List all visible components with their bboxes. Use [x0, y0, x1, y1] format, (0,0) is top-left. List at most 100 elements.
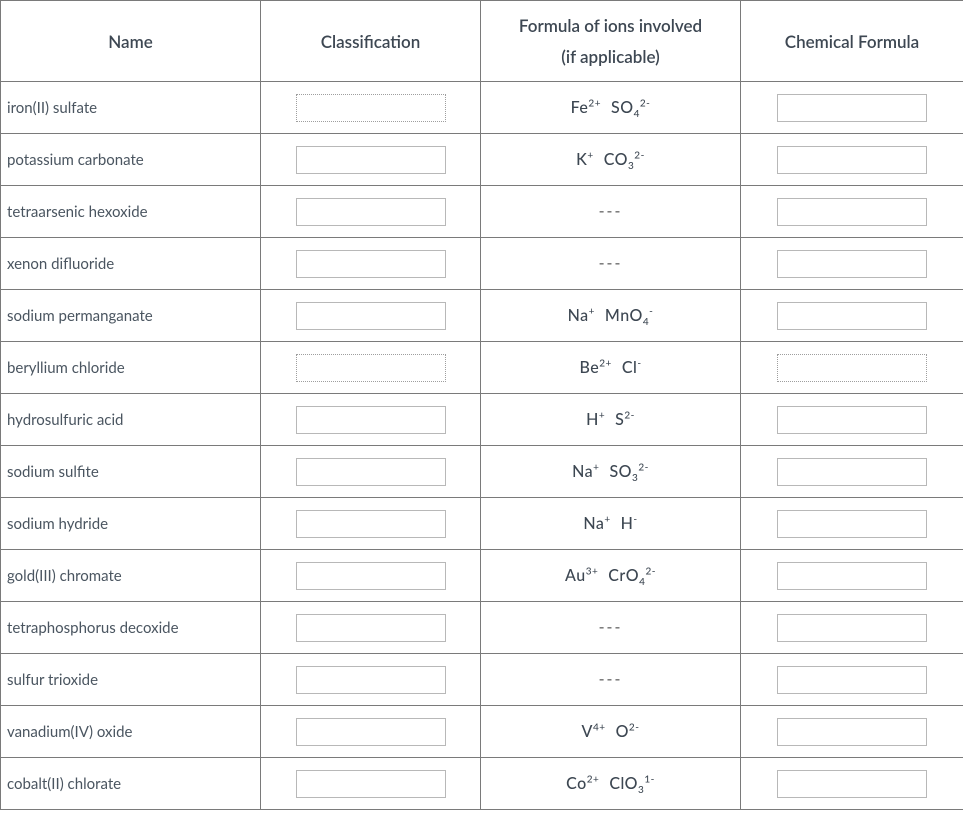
- formula-cell: [741, 134, 963, 186]
- ions-cell: Co2+ClO31-: [481, 758, 741, 810]
- formula-cell: [741, 498, 963, 550]
- header-classification: Classification: [261, 1, 481, 82]
- compound-name: sodium sulfite: [1, 446, 261, 498]
- classification-cell: [261, 758, 481, 810]
- table-row: cobalt(II) chlorate Co2+ClO31-: [1, 758, 963, 810]
- ion-formula: Na+H-: [583, 514, 637, 533]
- classification-cell: [261, 290, 481, 342]
- formula-input[interactable]: [777, 302, 927, 330]
- classification-input[interactable]: [296, 614, 446, 642]
- table-row: tetraarsenic hexoxide ---: [1, 186, 963, 238]
- table-row: sulfur trioxide ---: [1, 654, 963, 706]
- formula-cell: [741, 654, 963, 706]
- table-row: sodium hydride Na+H-: [1, 498, 963, 550]
- table-row: gold(III) chromateAu3+CrO42-: [1, 550, 963, 602]
- formula-input[interactable]: [777, 250, 927, 278]
- compound-table: Name Classification Formula of ions invo…: [0, 0, 963, 810]
- header-ions-line2: (if applicable): [489, 46, 732, 67]
- classification-cell: [261, 186, 481, 238]
- ion-formula: V4+O2-: [582, 722, 640, 741]
- table-row: beryllium chlorideBe2+Cl-: [1, 342, 963, 394]
- header-ions: Formula of ions involved (if applicable): [481, 1, 741, 82]
- classification-input[interactable]: [296, 406, 446, 434]
- ion-formula: ---: [599, 202, 623, 221]
- compound-name: sulfur trioxide: [1, 654, 261, 706]
- formula-input[interactable]: [777, 562, 927, 590]
- compound-name: tetraphosphorus decoxide: [1, 602, 261, 654]
- compound-name: sodium hydride: [1, 498, 261, 550]
- header-ions-line1: Formula of ions involved: [519, 15, 702, 36]
- classification-cell: [261, 706, 481, 758]
- ion-formula: K+CO32-: [576, 150, 645, 169]
- formula-input[interactable]: [777, 146, 927, 174]
- classification-input[interactable]: [296, 562, 446, 590]
- header-row: Name Classification Formula of ions invo…: [1, 1, 963, 82]
- header-name: Name: [1, 1, 261, 82]
- classification-cell: [261, 550, 481, 602]
- formula-cell: [741, 82, 963, 134]
- ion-formula: Au3+CrO42-: [565, 566, 656, 585]
- formula-input[interactable]: [777, 406, 927, 434]
- ions-cell: ---: [481, 238, 741, 290]
- compound-name: cobalt(II) chlorate: [1, 758, 261, 810]
- compound-name: potassium carbonate: [1, 134, 261, 186]
- formula-input[interactable]: [777, 458, 927, 486]
- ion-formula: ---: [599, 670, 623, 689]
- classification-input[interactable]: [296, 354, 446, 382]
- formula-input[interactable]: [777, 94, 927, 122]
- compound-name: hydrosulfuric acid: [1, 394, 261, 446]
- classification-input[interactable]: [296, 718, 446, 746]
- ion-formula: Fe2+SO42-: [571, 98, 651, 117]
- classification-input[interactable]: [296, 302, 446, 330]
- ion-formula: Na+MnO4-: [568, 306, 654, 325]
- ions-cell: ---: [481, 654, 741, 706]
- ions-cell: ---: [481, 186, 741, 238]
- ion-formula: ---: [599, 618, 623, 637]
- compound-name: vanadium(IV) oxide: [1, 706, 261, 758]
- formula-input[interactable]: [777, 770, 927, 798]
- classification-input[interactable]: [296, 146, 446, 174]
- ions-cell: V4+O2-: [481, 706, 741, 758]
- classification-cell: [261, 654, 481, 706]
- formula-input[interactable]: [777, 666, 927, 694]
- ion-formula: Be2+Cl-: [579, 358, 641, 377]
- ions-cell: Be2+Cl-: [481, 342, 741, 394]
- classification-input[interactable]: [296, 458, 446, 486]
- ion-formula: H+S2-: [586, 410, 635, 429]
- formula-input[interactable]: [777, 614, 927, 642]
- ion-formula: Co2+ClO31-: [566, 774, 655, 793]
- formula-input[interactable]: [777, 718, 927, 746]
- compound-name: iron(II) sulfate: [1, 82, 261, 134]
- table-row: hydrosulfuric acid H+S2-: [1, 394, 963, 446]
- ions-cell: Fe2+SO42-: [481, 82, 741, 134]
- table-row: iron(II) sulfate Fe2+SO42-: [1, 82, 963, 134]
- formula-cell: [741, 706, 963, 758]
- table-row: xenon difluoride ---: [1, 238, 963, 290]
- classification-cell: [261, 602, 481, 654]
- classification-cell: [261, 238, 481, 290]
- classification-cell: [261, 394, 481, 446]
- ions-cell: K+CO32-: [481, 134, 741, 186]
- formula-cell: [741, 342, 963, 394]
- formula-input[interactable]: [777, 354, 927, 382]
- formula-input[interactable]: [777, 198, 927, 226]
- classification-input[interactable]: [296, 770, 446, 798]
- formula-cell: [741, 238, 963, 290]
- table-row: sodium permanganate Na+MnO4-: [1, 290, 963, 342]
- classification-input[interactable]: [296, 510, 446, 538]
- classification-input[interactable]: [296, 94, 446, 122]
- formula-cell: [741, 758, 963, 810]
- compound-name: tetraarsenic hexoxide: [1, 186, 261, 238]
- classification-input[interactable]: [296, 250, 446, 278]
- ion-formula: Na+SO32-: [572, 462, 649, 481]
- ions-cell: H+S2-: [481, 394, 741, 446]
- formula-input[interactable]: [777, 510, 927, 538]
- classification-cell: [261, 82, 481, 134]
- classification-input[interactable]: [296, 198, 446, 226]
- compound-name: sodium permanganate: [1, 290, 261, 342]
- classification-cell: [261, 498, 481, 550]
- ions-cell: Na+MnO4-: [481, 290, 741, 342]
- classification-input[interactable]: [296, 666, 446, 694]
- formula-cell: [741, 186, 963, 238]
- compound-name: xenon difluoride: [1, 238, 261, 290]
